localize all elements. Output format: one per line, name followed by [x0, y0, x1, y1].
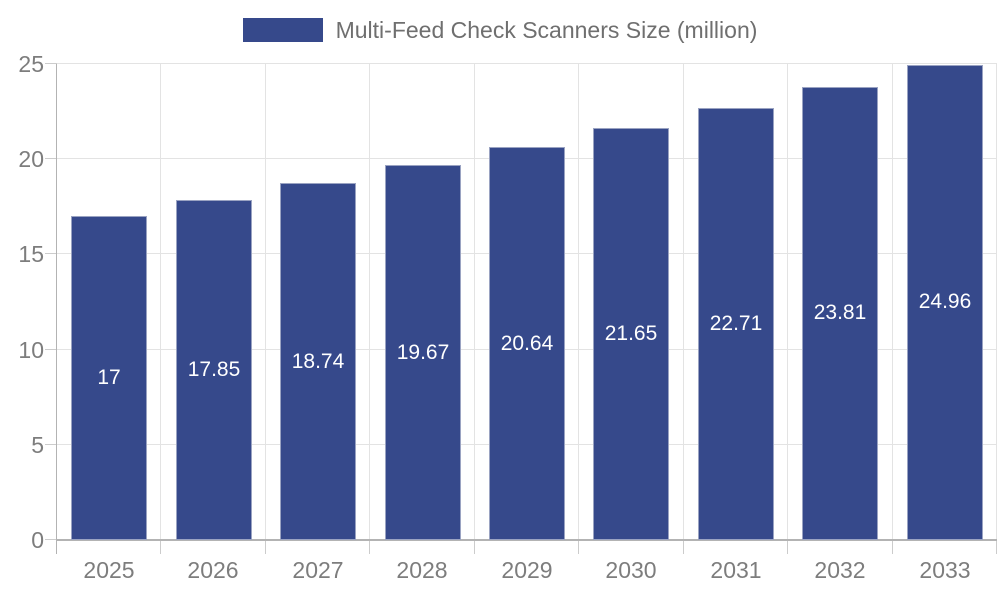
x-axis-tick: [369, 540, 370, 554]
gridline-vertical: [892, 64, 893, 540]
bar-value-label: 21.65: [604, 322, 658, 345]
legend-label: Multi-Feed Check Scanners Size (million): [335, 17, 758, 43]
y-tick-label: 5: [31, 432, 44, 458]
legend[interactable]: Multi-Feed Check Scanners Size (million): [0, 16, 1000, 44]
legend-swatch: [242, 18, 323, 42]
y-axis-tick: [45, 63, 57, 64]
x-axis-tick: [892, 540, 893, 554]
bar-value-label: 17.85: [187, 358, 241, 381]
gridline-vertical: [369, 64, 370, 540]
y-tick-label: 20: [18, 146, 44, 172]
x-tick-label: 2028: [396, 557, 448, 583]
bar[interactable]: [385, 165, 461, 540]
bar-value-label: 22.71: [709, 312, 763, 335]
y-tick-label: 25: [18, 51, 44, 77]
y-axis-tick: [45, 444, 57, 445]
x-axis-tick: [996, 540, 997, 554]
x-tick-label: 2032: [814, 557, 866, 583]
x-tick-label: 2031: [710, 557, 762, 583]
y-axis-tick: [45, 349, 57, 350]
x-axis-tick: [474, 540, 475, 554]
y-tick-label: 15: [18, 241, 44, 267]
y-axis-tick: [45, 539, 57, 540]
bar-value-label: 20.64: [500, 332, 554, 355]
y-tick-label: 0: [31, 527, 44, 553]
bar[interactable]: [593, 128, 669, 540]
gridline-vertical: [787, 64, 788, 540]
gridline-vertical: [578, 64, 579, 540]
bar[interactable]: [280, 183, 356, 540]
gridline-vertical: [474, 64, 475, 540]
bar-value-label: 17: [97, 366, 121, 389]
x-axis-tick: [160, 540, 161, 554]
gridline-horizontal: [57, 63, 997, 64]
bar-value-label: 18.74: [291, 350, 345, 373]
x-axis-tick: [787, 540, 788, 554]
gridline-vertical: [996, 64, 997, 540]
bar-value-label: 23.81: [813, 301, 867, 324]
x-axis-tick: [265, 540, 266, 554]
gridline-vertical: [265, 64, 266, 540]
y-tick-label: 10: [18, 337, 44, 363]
x-axis-line: [57, 539, 997, 541]
x-axis-tick: [683, 540, 684, 554]
gridline-vertical: [683, 64, 684, 540]
gridline-vertical: [160, 64, 161, 540]
bar[interactable]: [698, 108, 774, 540]
x-tick-label: 2033: [919, 557, 971, 583]
x-tick-label: 2027: [292, 557, 344, 583]
bar[interactable]: [489, 147, 565, 540]
x-tick-label: 2029: [501, 557, 553, 583]
y-axis-tick: [45, 158, 57, 159]
bar[interactable]: [176, 200, 252, 540]
bar-value-label: 19.67: [396, 341, 450, 364]
bar-value-label: 24.96: [918, 290, 972, 313]
y-axis-line: [56, 64, 57, 554]
bar[interactable]: [71, 216, 147, 540]
x-axis-tick: [578, 540, 579, 554]
y-axis-tick: [45, 253, 57, 254]
bar[interactable]: [907, 65, 983, 540]
bar[interactable]: [802, 87, 878, 540]
x-tick-label: 2026: [187, 557, 239, 583]
x-tick-label: 2030: [605, 557, 657, 583]
x-tick-label: 2025: [83, 557, 135, 583]
